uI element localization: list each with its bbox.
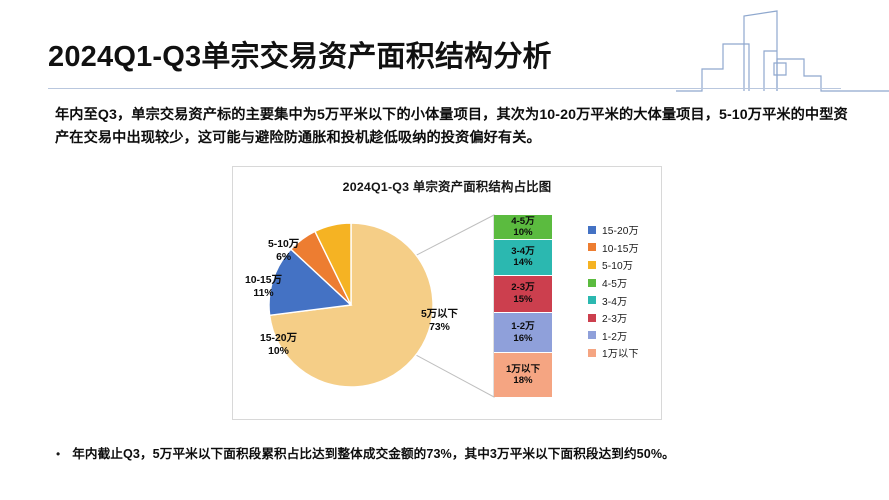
legend-item-5-10万[interactable]: 5-10万 (588, 256, 660, 274)
chart-title: 2024Q1-Q3 单宗资产面积结构占比图 (342, 180, 552, 194)
bar-segment-name: 4-5万 (511, 215, 535, 227)
legend-swatch-icon (588, 313, 596, 322)
legend-label: 5-10万 (602, 261, 634, 273)
bar-segment-1万以下: 1万以下 18% (494, 353, 552, 398)
pie-slice-15-20万 (268, 248, 353, 317)
legend-label: 15-20万 (602, 226, 639, 238)
legend-label: 3-4万 (602, 296, 628, 308)
chart-plot-area: 5万以下 73% 5-10万 6% 10-15万 11% 15-20万 10% … (233, 197, 663, 419)
bar-segment-1-2万: 1-2万 16% (494, 313, 552, 354)
legend-label: 2-3万 (602, 314, 628, 326)
legend-swatch-icon (588, 243, 596, 252)
bar-segment-3-4万: 3-4万 14% (494, 240, 552, 276)
legend-item-2-3万[interactable]: 2-3万 (588, 309, 660, 327)
stacked-bar-breakdown: 4-5万 10% 3-4万 14% 2-3万 15% 1-2万 16% 1万以下 (494, 215, 552, 398)
legend-swatch-icon (588, 296, 596, 305)
bar-segment-name: 2-3万 (511, 282, 535, 294)
chart-panel: 2024Q1-Q3 单宗资产面积结构占比图 (232, 166, 662, 420)
bar-segment-2-3万: 2-3万 15% (494, 275, 552, 314)
legend-item-1-2万[interactable]: 1-2万 (588, 327, 660, 345)
legend-label: 4-5万 (602, 279, 628, 291)
legend-swatch-icon (588, 225, 596, 234)
chart-legend: 15-20万 10-15万 5-10万 4-5万 3-4万 (588, 221, 660, 362)
bar-segment-name: 3-4万 (511, 245, 535, 257)
pie-slice-5-10万 (314, 222, 352, 306)
bar-segment-value: 15% (513, 293, 533, 305)
bar-segment-name: 1-2万 (511, 321, 535, 333)
building-skyline-icon (676, 10, 889, 92)
bar-segment-value: 16% (513, 332, 533, 344)
legend-label: 10-15万 (602, 243, 639, 255)
footer-bullet: • 年内截止Q3，5万平米以下面积段累积占比达到整体成交金额的73%，其中3万平… (56, 445, 846, 463)
bar-segment-name: 1万以下 (505, 363, 541, 375)
legend-label: 1万以下 (602, 349, 639, 361)
bar-segment-value: 10% (513, 227, 533, 239)
legend-item-10-15万[interactable]: 10-15万 (588, 239, 660, 257)
footer-bullet-text: 年内截止Q3，5万平米以下面积段累积占比达到整体成交金额的73%，其中3万平米以… (72, 447, 675, 461)
legend-item-3-4万[interactable]: 3-4万 (588, 291, 660, 309)
bar-segment-value: 14% (513, 257, 533, 269)
bar-segment-4-5万: 4-5万 10% (494, 215, 552, 241)
bullet-dot-icon: • (56, 447, 61, 461)
title-divider (48, 88, 841, 89)
intro-paragraph: 年内至Q3，单宗交易资产标的主要集中为5万平米以下的小体量项目，其次为10-20… (55, 107, 848, 146)
legend-item-4-5万[interactable]: 4-5万 (588, 274, 660, 292)
pie-slices (268, 222, 434, 388)
legend-item-1万以下[interactable]: 1万以下 (588, 344, 660, 362)
page-title: 2024Q1-Q3单宗交易资产面积结构分析 (48, 41, 552, 73)
bar-segment-value: 18% (513, 375, 533, 387)
legend-swatch-icon (588, 260, 596, 269)
legend-swatch-icon (588, 278, 596, 287)
pie-chart (268, 214, 495, 398)
legend-swatch-icon (588, 348, 596, 357)
legend-swatch-icon (588, 331, 596, 340)
legend-item-15-20万[interactable]: 15-20万 (588, 221, 660, 239)
legend-label: 1-2万 (602, 331, 628, 343)
